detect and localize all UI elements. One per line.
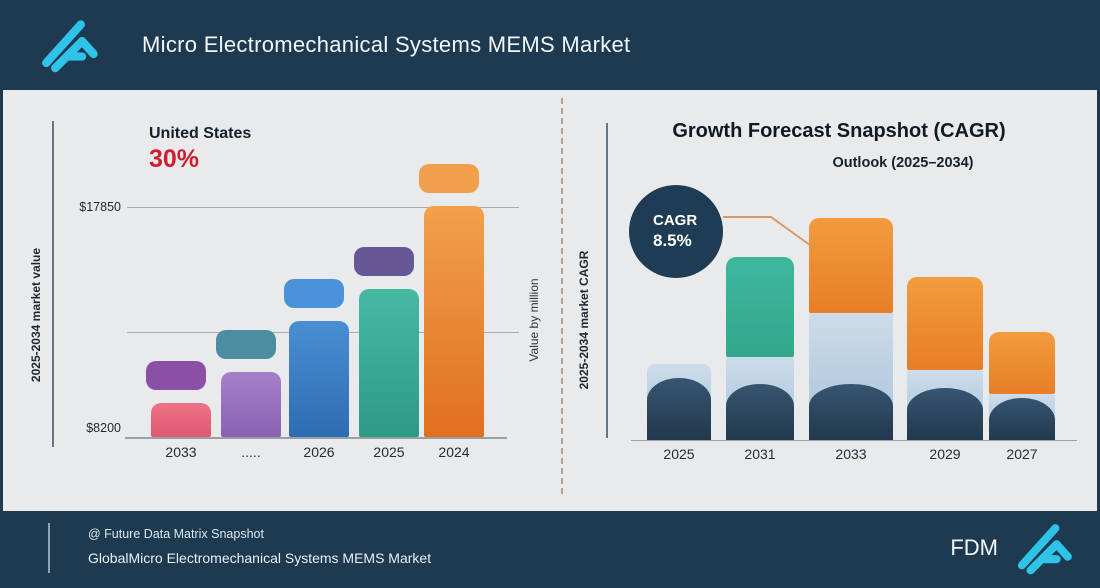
right-bar-2027-base-segment (989, 398, 1055, 440)
header-bar: Micro Electromechanical Systems MEMS Mar… (0, 0, 1100, 90)
fdm-logo-icon (1017, 524, 1072, 575)
left-x-label-2033: 2033 (165, 444, 197, 460)
cagr-badge-value: 8.5% (653, 231, 692, 250)
footer-brand: FDM (950, 517, 1074, 579)
right-x-label-2031: 2031 (744, 446, 776, 462)
left-x-label-2025: 2025 (373, 444, 405, 460)
left-x-axis-line (125, 437, 507, 439)
left-bar-2026 (289, 321, 349, 437)
left-bar-cap-2024 (419, 164, 479, 193)
content-card: 2025-2034 market value United States 30%… (3, 90, 1097, 511)
panel-divider (561, 98, 563, 494)
left-bar-2025 (359, 289, 419, 437)
left-x-label-.....: ..... (241, 444, 261, 460)
cagr-badge-label: CAGR (653, 212, 698, 229)
right-bar-2033-base-segment (809, 384, 893, 440)
footer-divider (48, 523, 50, 573)
right-bar-2027-top-segment (989, 332, 1055, 394)
left-chart-plot: 2033..... 2026 2025 2024 (127, 90, 519, 460)
right-bar-2031-base-segment (726, 384, 794, 440)
right-chart-title: Growth Forecast Snapshot (CAGR) (672, 120, 1006, 142)
left-bar-cap-..... (216, 330, 276, 359)
y-tick-8200: $8200 (86, 421, 121, 435)
right-y-axis-line (606, 123, 608, 438)
left-bar-..... (221, 372, 281, 437)
right-chart-plot: 2025 2031 2033 2029 2027 (631, 90, 1077, 462)
right-bar-2029-top-segment (907, 277, 983, 370)
left-bar-cap-2033 (146, 361, 206, 390)
gridline-17850 (127, 207, 519, 208)
left-bar-2033 (151, 403, 211, 437)
y-tick-17850: $17850 (79, 200, 121, 214)
right-bar-2025-base-segment (647, 378, 711, 440)
right-x-label-2027: 2027 (1006, 446, 1038, 462)
left-chart-heading: United States (149, 125, 252, 142)
left-chart-highlight-value: 30% (149, 145, 200, 173)
footer-source: GlobalMicro Electromechanical Systems ME… (88, 550, 432, 566)
cagr-badge: CAGR 8.5% (629, 185, 723, 278)
right-x-label-2033: 2033 (835, 446, 867, 462)
right-x-label-2029: 2029 (929, 446, 961, 462)
left-bar-cap-2026 (284, 279, 344, 308)
left-x-label-2024: 2024 (438, 444, 470, 460)
left-y-axis-label: 2025-2034 market value (29, 247, 43, 383)
footer-credit: @ Future Data Matrix Snapshot (88, 527, 264, 541)
footer-brand-text: FDM (950, 535, 998, 560)
right-bar-2033-top-segment (809, 218, 893, 313)
right-chart-subtitle: Outlook (2025–2034) (832, 155, 974, 171)
footer-bar: @ Future Data Matrix Snapshot GlobalMicr… (0, 511, 1100, 588)
left-y-axis-line (52, 121, 54, 447)
value-by-million-label: Value by million (527, 278, 541, 362)
fdm-logo-icon (42, 20, 98, 73)
right-bar-2029-base-segment (907, 388, 983, 440)
right-x-axis-line (631, 440, 1077, 441)
right-y-axis-label: 2025-2034 market CAGR (577, 250, 591, 390)
left-bar-2024 (424, 206, 484, 437)
right-bar-2031-top-segment (726, 257, 794, 357)
left-x-label-2026: 2026 (303, 444, 335, 460)
page-title: Micro Electromechanical Systems MEMS Mar… (142, 32, 631, 57)
left-bar-cap-2025 (354, 247, 414, 276)
right-x-label-2025: 2025 (663, 446, 695, 462)
